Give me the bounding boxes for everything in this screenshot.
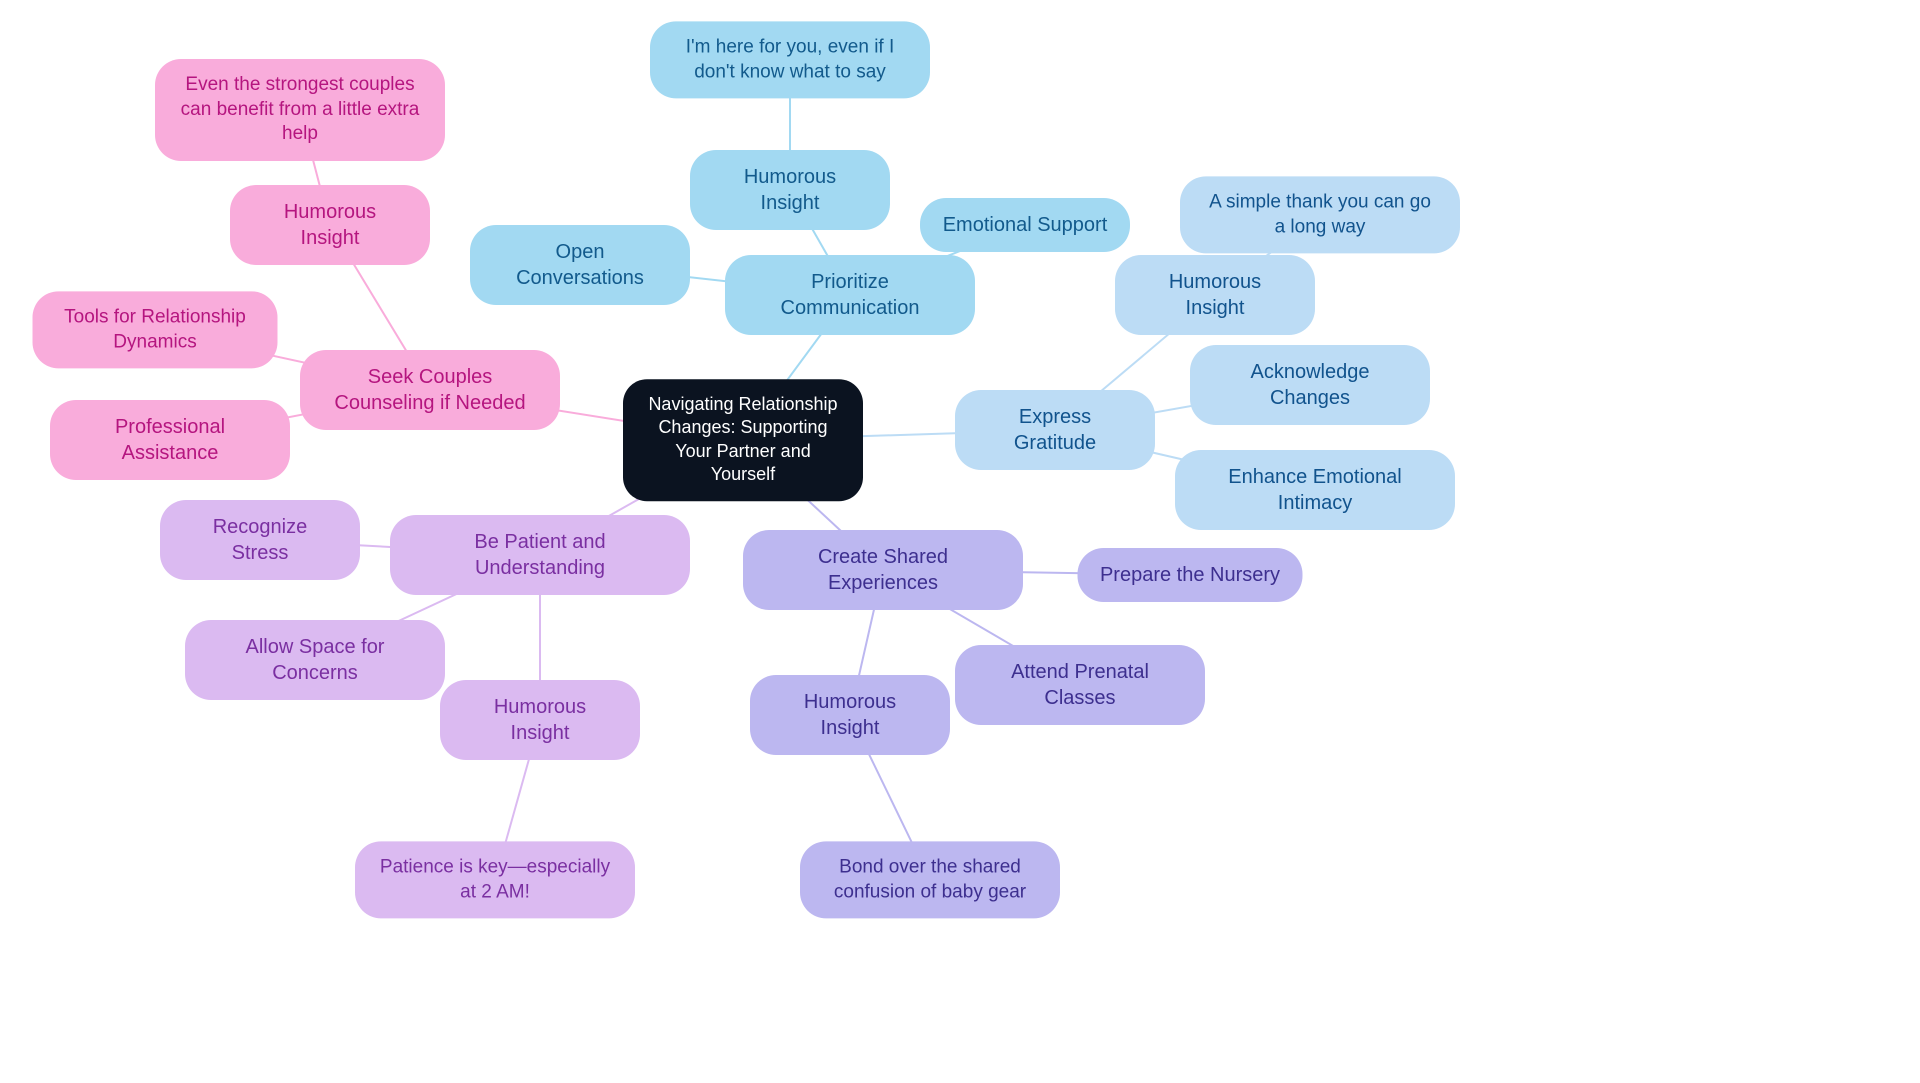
node-label: Patience is key—especially at 2 AM! bbox=[377, 855, 613, 904]
node-label: Be Patient and Understanding bbox=[412, 529, 668, 581]
node-label: I'm here for you, even if I don't know w… bbox=[672, 35, 908, 84]
mindmap-node-eg_hi[interactable]: Humorous Insight bbox=[1115, 255, 1315, 335]
mindmap-node-bp_hi[interactable]: Humorous Insight bbox=[440, 680, 640, 760]
node-label: Emotional Support bbox=[943, 212, 1108, 238]
mindmap-node-cse_hi[interactable]: Humorous Insight bbox=[750, 675, 950, 755]
node-label: Seek Couples Counseling if Needed bbox=[322, 364, 538, 416]
node-label: Even the strongest couples can benefit f… bbox=[177, 73, 423, 147]
node-label: Humorous Insight bbox=[462, 694, 618, 746]
mindmap-node-eg_ack[interactable]: Acknowledge Changes bbox=[1190, 345, 1430, 425]
node-label: Humorous Insight bbox=[772, 689, 928, 741]
mindmap-node-scc_pro[interactable]: Professional Assistance bbox=[50, 400, 290, 480]
node-label: Prepare the Nursery bbox=[1100, 562, 1280, 588]
node-label: Recognize Stress bbox=[182, 514, 338, 566]
node-label: Humorous Insight bbox=[712, 164, 868, 216]
mindmap-node-cse_classes[interactable]: Attend Prenatal Classes bbox=[955, 645, 1205, 725]
mindmap-node-bp_space[interactable]: Allow Space for Concerns bbox=[185, 620, 445, 700]
mindmap-node-pc_open[interactable]: Open Conversations bbox=[470, 225, 690, 305]
mindmap-node-scc_hi[interactable]: Humorous Insight bbox=[230, 185, 430, 265]
mindmap-node-scc[interactable]: Seek Couples Counseling if Needed bbox=[300, 350, 560, 430]
node-label: Professional Assistance bbox=[72, 414, 268, 466]
node-label: Attend Prenatal Classes bbox=[977, 659, 1183, 711]
mindmap-node-cse[interactable]: Create Shared Experiences bbox=[743, 530, 1023, 610]
mindmap-node-pc_hi[interactable]: Humorous Insight bbox=[690, 150, 890, 230]
mindmap-node-eg[interactable]: Express Gratitude bbox=[955, 390, 1155, 470]
mindmap-node-eg_enh[interactable]: Enhance Emotional Intimacy bbox=[1175, 450, 1455, 530]
node-label: Enhance Emotional Intimacy bbox=[1197, 464, 1433, 516]
node-label: Tools for Relationship Dynamics bbox=[55, 305, 256, 354]
node-label: Allow Space for Concerns bbox=[207, 634, 423, 686]
mindmap-node-eg_hi_leaf[interactable]: A simple thank you can go a long way bbox=[1180, 176, 1460, 253]
mindmap-node-pc_emo[interactable]: Emotional Support bbox=[920, 198, 1130, 252]
mindmap-node-root[interactable]: Navigating Relationship Changes: Support… bbox=[623, 379, 863, 501]
mindmap-node-bp_stress[interactable]: Recognize Stress bbox=[160, 500, 360, 580]
node-label: Navigating Relationship Changes: Support… bbox=[645, 393, 841, 487]
node-label: Bond over the shared confusion of baby g… bbox=[822, 855, 1038, 904]
mindmap-node-scc_hi_leaf[interactable]: Even the strongest couples can benefit f… bbox=[155, 59, 445, 161]
mindmap-node-scc_tools[interactable]: Tools for Relationship Dynamics bbox=[33, 291, 278, 368]
node-label: Humorous Insight bbox=[1137, 269, 1293, 321]
node-label: Acknowledge Changes bbox=[1212, 359, 1408, 411]
mindmap-node-bp_hi_leaf[interactable]: Patience is key—especially at 2 AM! bbox=[355, 841, 635, 918]
mindmap-node-bp[interactable]: Be Patient and Understanding bbox=[390, 515, 690, 595]
mindmap-node-pc_hi_leaf[interactable]: I'm here for you, even if I don't know w… bbox=[650, 21, 930, 98]
mindmap-node-cse_hi_leaf[interactable]: Bond over the shared confusion of baby g… bbox=[800, 841, 1060, 918]
node-label: Prioritize Communication bbox=[747, 269, 953, 321]
mindmap-node-cse_nursery[interactable]: Prepare the Nursery bbox=[1078, 548, 1303, 602]
node-label: Open Conversations bbox=[492, 239, 668, 291]
node-label: Create Shared Experiences bbox=[765, 544, 1001, 596]
node-label: Express Gratitude bbox=[977, 404, 1133, 456]
node-label: Humorous Insight bbox=[252, 199, 408, 251]
node-label: A simple thank you can go a long way bbox=[1202, 190, 1438, 239]
mindmap-node-pc[interactable]: Prioritize Communication bbox=[725, 255, 975, 335]
